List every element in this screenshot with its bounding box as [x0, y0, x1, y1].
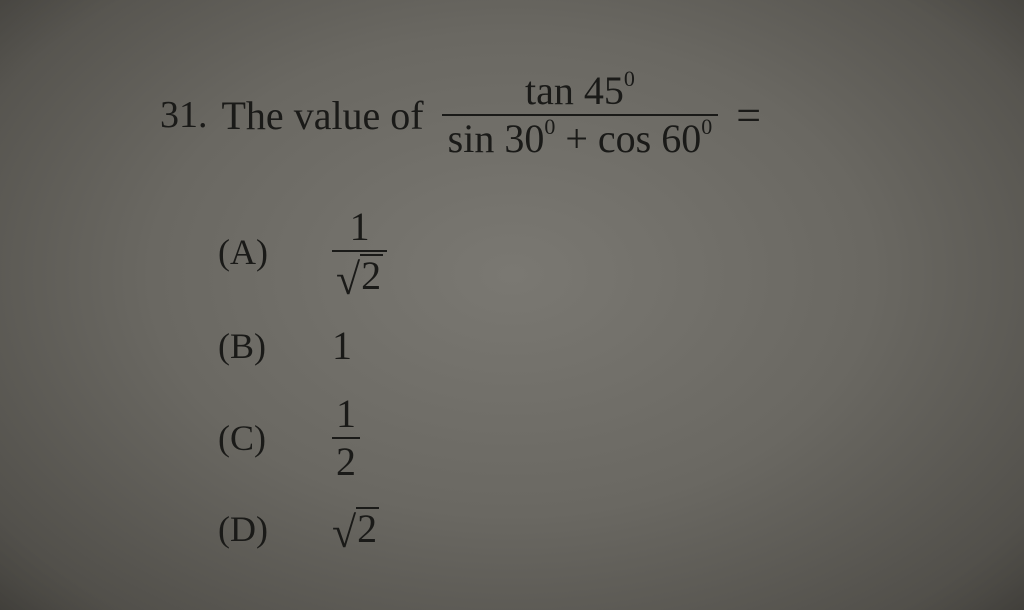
choice-b-value: 1 — [332, 322, 352, 369]
choice-letter: (B) — [218, 325, 288, 367]
den-right-fn: cos — [598, 116, 651, 161]
choice-letter: (A) — [218, 231, 288, 273]
denominator: sin 300 + cos 600 — [442, 118, 719, 160]
den-right-arg: 60 — [661, 116, 701, 161]
choice-c: (C) 1 2 — [218, 393, 1024, 483]
degree-symbol: 0 — [544, 114, 555, 139]
den-left-fn: sin — [448, 116, 495, 161]
den-left-arg: 30 — [504, 116, 544, 161]
degree-symbol: 0 — [701, 114, 712, 139]
choice-d: (D) √ 2 — [218, 507, 1024, 551]
den-op: + — [565, 116, 588, 161]
equals-sign: = — [736, 90, 761, 141]
radical-icon: √ — [332, 511, 356, 555]
choice-letter: (C) — [218, 417, 288, 459]
sqrt: √ 2 — [336, 254, 383, 298]
choice-c-num: 1 — [332, 393, 360, 435]
numerator-fn: tan — [525, 68, 574, 113]
choice-b: (B) 1 — [218, 322, 1024, 369]
choices: (A) 1 √ 2 (B) 1 (C) 1 2 — [218, 206, 1024, 551]
numerator-arg: 45 — [584, 68, 624, 113]
radicand: 2 — [356, 507, 379, 551]
choice-a: (A) 1 √ 2 — [218, 206, 1024, 298]
radicand: 2 — [360, 254, 383, 298]
question-line: 31. The value of tan 450 sin 300 + cos 6… — [160, 70, 1024, 160]
choice-a-den: √ 2 — [332, 254, 387, 298]
page: 31. The value of tan 450 sin 300 + cos 6… — [0, 0, 1024, 610]
choice-a-num: 1 — [346, 206, 374, 248]
radical-icon: √ — [336, 258, 360, 302]
choice-c-den: 2 — [332, 441, 360, 483]
question-number: 31. — [160, 93, 208, 137]
numerator: tan 450 — [519, 70, 641, 112]
choice-letter: (D) — [218, 508, 288, 550]
fraction-bar — [332, 250, 387, 252]
degree-symbol: 0 — [624, 66, 635, 91]
choice-c-value: 1 2 — [332, 393, 360, 483]
choice-a-value: 1 √ 2 — [332, 206, 387, 298]
question-lead: The value of — [222, 92, 424, 139]
main-fraction: tan 450 sin 300 + cos 600 — [442, 70, 719, 160]
choice-d-value: √ 2 — [332, 507, 379, 551]
